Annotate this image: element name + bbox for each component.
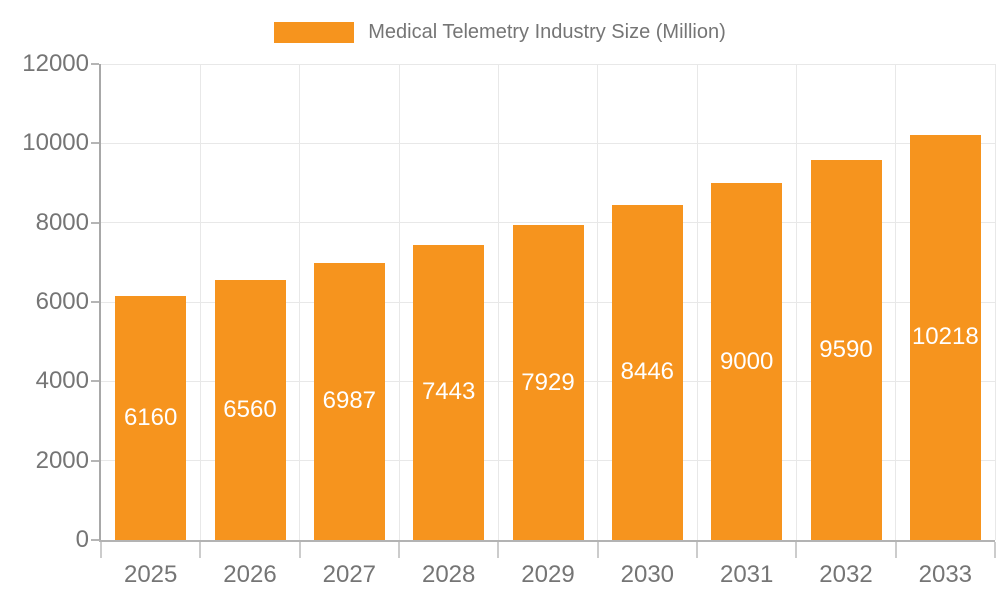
y-tick-label: 6000	[35, 288, 89, 315]
bar-value-label: 7929	[521, 368, 575, 396]
y-axis-line	[99, 64, 101, 540]
y-tick-label: 0	[75, 526, 89, 553]
x-axis-tick	[696, 542, 698, 558]
x-tick-label: 2032	[819, 561, 873, 588]
x-tick-label: 2025	[123, 561, 178, 588]
bar-value-label: 7443	[421, 378, 476, 406]
bar[interactable]: 7929	[512, 225, 584, 540]
x-axis-tick	[596, 542, 599, 558]
y-tick-label: 4000	[35, 367, 89, 395]
bar-value-label: 9000	[719, 347, 774, 375]
x-tick-label: 2027	[322, 561, 377, 588]
x-axis-line	[99, 540, 995, 542]
x-gridline	[696, 64, 698, 540]
bar[interactable]: 6160	[115, 295, 187, 540]
y-axis-tick	[91, 221, 99, 224]
bar-value-label: 6560	[223, 395, 277, 423]
bar[interactable]: 9590	[810, 159, 882, 540]
bar-value-label: 6160	[123, 403, 178, 431]
y-gridline	[101, 222, 995, 224]
x-axis-tick	[994, 542, 996, 558]
bar[interactable]: 10218	[909, 134, 981, 540]
bar-value-label: 9590	[819, 335, 873, 363]
x-tick-label: 2029	[521, 561, 575, 588]
bar[interactable]: 9000	[711, 183, 783, 540]
bar-value-label: 8446	[620, 358, 675, 386]
x-tick-label: 2026	[223, 561, 277, 588]
x-tick-label: 2031	[719, 561, 774, 588]
x-axis-tick	[795, 542, 798, 558]
legend-swatch	[274, 22, 355, 43]
y-gridline	[101, 63, 995, 65]
x-tick-label: 2028	[421, 561, 476, 588]
x-axis-tick	[199, 542, 202, 558]
y-axis-tick	[91, 380, 99, 383]
x-gridline	[895, 64, 897, 540]
y-gridline	[101, 142, 995, 144]
x-tick-label: 2030	[620, 561, 675, 588]
x-axis-tick	[398, 542, 400, 558]
legend-label: Medical Telemetry Industry Size (Million…	[368, 21, 726, 43]
plot-area: 0 2000 4000 6000 8000 10000 12000 2025 6160 2026 6…	[22, 50, 996, 588]
y-tick-label: 12000	[22, 50, 89, 77]
y-axis-tick	[91, 301, 99, 303]
bar[interactable]: 6560	[214, 279, 286, 540]
bar-value-label: 10218	[911, 323, 979, 351]
y-axis-tick	[91, 142, 99, 145]
y-tick-label: 10000	[22, 129, 89, 157]
x-gridline	[795, 64, 797, 540]
x-axis-tick	[497, 542, 500, 558]
y-axis-tick	[91, 539, 99, 541]
y-tick-label: 2000	[35, 446, 89, 474]
x-axis-tick	[100, 542, 102, 558]
x-gridline	[199, 64, 201, 540]
x-gridline	[497, 64, 499, 540]
bar[interactable]: 7443	[413, 244, 485, 540]
y-tick-label: 8000	[35, 208, 89, 236]
bar-value-label: 6987	[322, 387, 377, 415]
chart-legend[interactable]: Medical Telemetry Industry Size (Million…	[0, 21, 1000, 44]
x-axis-tick	[298, 542, 301, 558]
x-gridline	[299, 64, 301, 540]
y-axis-tick	[91, 63, 99, 65]
x-axis-tick	[894, 542, 897, 558]
x-gridline	[398, 64, 400, 540]
x-tick-label: 2033	[918, 561, 973, 588]
y-axis-tick	[91, 459, 99, 462]
x-gridline	[597, 64, 599, 540]
bar[interactable]: 8446	[611, 204, 683, 540]
bar[interactable]: 6987	[313, 262, 385, 540]
x-gridline	[994, 64, 996, 540]
